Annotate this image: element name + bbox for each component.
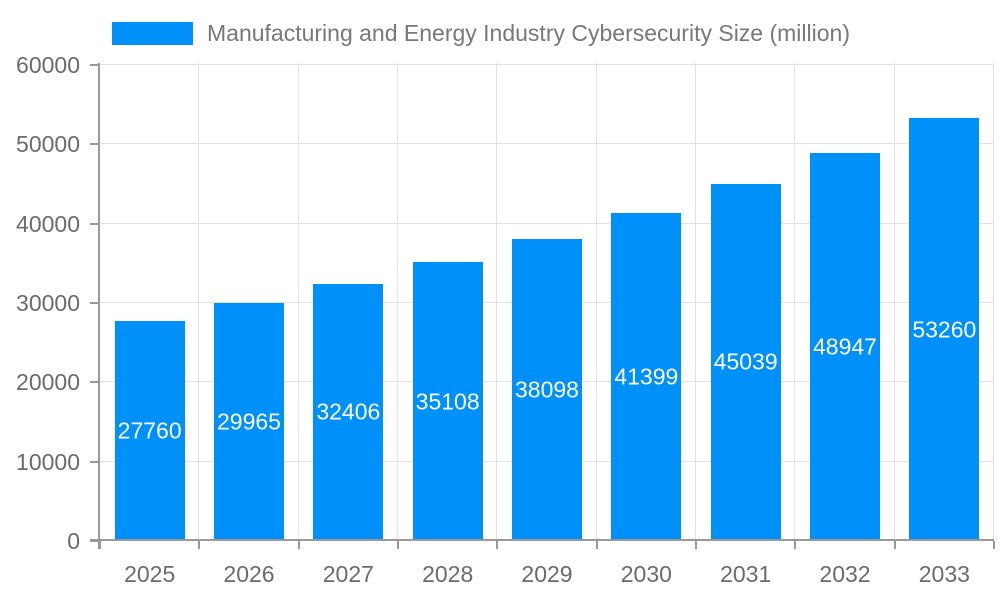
legend-color-swatch <box>112 21 193 45</box>
grid-line-vertical <box>595 63 597 541</box>
y-axis-tick-mark <box>90 64 100 66</box>
y-axis-tick-label: 60000 <box>16 52 80 78</box>
x-axis-tick-label: 2030 <box>620 561 672 587</box>
x-axis-tick-mark <box>595 541 598 549</box>
x-axis-tick-label: 2027 <box>322 561 374 587</box>
y-axis-tick-mark <box>90 540 100 542</box>
legend-label: Manufacturing and Energy Industry Cybers… <box>207 20 850 46</box>
y-axis-line <box>98 63 100 549</box>
y-axis-tick-label: 20000 <box>16 369 80 396</box>
x-axis-tick-label: 2028 <box>422 561 474 587</box>
grid-line-vertical <box>695 63 696 541</box>
y-axis-tick-mark <box>90 222 100 225</box>
bar-2029[interactable] <box>512 238 582 541</box>
y-axis-tick-mark <box>90 539 100 541</box>
x-axis-tick-mark <box>99 541 101 549</box>
bar-2026[interactable] <box>214 303 284 541</box>
legend-item[interactable]: Manufacturing and Energy Industry Cybers… <box>112 21 850 45</box>
x-axis-tick-label: 2033 <box>918 561 970 587</box>
x-axis-tick-mark <box>297 541 300 549</box>
y-axis-tick-mark <box>90 460 100 463</box>
y-axis-tick-mark <box>90 302 100 304</box>
x-axis-tick-mark <box>893 541 896 549</box>
x-axis-tick-mark <box>496 541 499 549</box>
bar-2027[interactable] <box>313 283 384 541</box>
grid-line-horizontal <box>100 222 994 224</box>
bar-2032[interactable] <box>810 152 880 541</box>
x-axis-tick-mark <box>397 541 399 549</box>
grid-line-vertical <box>496 63 498 541</box>
grid-line-vertical <box>397 63 398 541</box>
x-axis-tick-label: 2029 <box>521 561 573 587</box>
grid-line-vertical <box>893 63 895 541</box>
x-axis-tick-label: 2032 <box>819 561 871 587</box>
x-axis-tick-label: 2031 <box>720 561 772 587</box>
x-axis-tick-mark <box>993 541 995 549</box>
y-axis-tick-label: 30000 <box>16 290 80 316</box>
grid-line-vertical <box>993 63 994 541</box>
x-axis-tick-mark <box>794 541 797 549</box>
grid-line-vertical <box>198 63 200 541</box>
grid-line-horizontal <box>100 64 994 65</box>
y-axis-tick-mark <box>90 143 100 146</box>
y-axis-tick-label: 50000 <box>16 131 80 158</box>
bar-2033[interactable] <box>909 118 980 541</box>
y-axis-tick-label: 10000 <box>16 448 80 475</box>
x-axis-tick-mark <box>695 541 697 549</box>
x-axis-line <box>100 539 994 541</box>
x-axis-tick-label: 2026 <box>223 561 275 587</box>
bar-2028[interactable] <box>412 262 483 541</box>
x-axis-tick-label: 2025 <box>124 561 176 587</box>
y-axis-tick-mark <box>90 381 100 384</box>
y-axis-tick-label: 40000 <box>16 210 80 237</box>
bar-2031[interactable] <box>710 183 781 541</box>
bar-2030[interactable] <box>611 212 682 541</box>
grid-line-vertical <box>297 63 299 541</box>
x-axis-tick-mark <box>198 541 201 549</box>
grid-line-vertical <box>794 63 796 541</box>
grid-line-horizontal <box>100 143 994 145</box>
y-axis-tick-label: 0 <box>67 528 80 554</box>
bar-2025[interactable] <box>114 320 185 541</box>
